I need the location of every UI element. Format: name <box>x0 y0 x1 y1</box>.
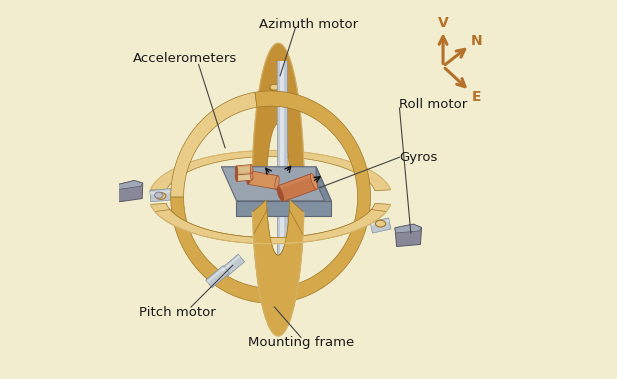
Polygon shape <box>151 204 391 244</box>
Text: Mounting frame: Mounting frame <box>248 337 354 349</box>
Text: N: N <box>471 34 482 47</box>
Polygon shape <box>222 255 241 271</box>
Ellipse shape <box>247 171 251 184</box>
Polygon shape <box>171 197 265 303</box>
Polygon shape <box>116 180 143 190</box>
Ellipse shape <box>155 193 166 199</box>
Polygon shape <box>278 174 317 202</box>
Polygon shape <box>316 167 331 216</box>
Ellipse shape <box>273 296 283 302</box>
Ellipse shape <box>251 164 253 174</box>
Polygon shape <box>207 267 225 283</box>
Polygon shape <box>222 167 331 201</box>
Polygon shape <box>248 171 278 189</box>
Polygon shape <box>116 180 143 202</box>
Polygon shape <box>370 218 391 233</box>
Polygon shape <box>236 171 251 174</box>
Polygon shape <box>395 224 421 233</box>
Polygon shape <box>236 171 252 182</box>
Polygon shape <box>205 266 230 288</box>
Polygon shape <box>254 210 303 336</box>
Polygon shape <box>252 200 304 336</box>
Polygon shape <box>278 174 312 189</box>
Polygon shape <box>395 224 421 246</box>
Ellipse shape <box>275 176 280 189</box>
Ellipse shape <box>310 174 318 190</box>
Polygon shape <box>370 220 389 226</box>
Text: V: V <box>437 16 449 30</box>
Ellipse shape <box>270 84 279 90</box>
Polygon shape <box>171 92 257 197</box>
Ellipse shape <box>375 220 386 227</box>
Polygon shape <box>236 201 331 216</box>
Polygon shape <box>250 172 278 179</box>
Polygon shape <box>255 91 370 303</box>
Polygon shape <box>221 254 244 276</box>
Text: Gyros: Gyros <box>399 151 438 164</box>
Polygon shape <box>155 210 386 244</box>
Ellipse shape <box>155 192 163 198</box>
Text: E: E <box>471 91 481 104</box>
Ellipse shape <box>235 166 238 175</box>
Ellipse shape <box>235 172 238 182</box>
Text: Azimuth motor: Azimuth motor <box>259 18 358 31</box>
Polygon shape <box>236 164 252 175</box>
Text: Roll motor: Roll motor <box>399 98 468 111</box>
Text: Accelerometers: Accelerometers <box>133 52 238 65</box>
Polygon shape <box>151 150 391 191</box>
Polygon shape <box>150 189 172 202</box>
Polygon shape <box>252 43 304 179</box>
Ellipse shape <box>251 171 253 180</box>
Polygon shape <box>150 190 171 194</box>
Ellipse shape <box>276 186 284 202</box>
Text: Pitch motor: Pitch motor <box>139 306 216 319</box>
Polygon shape <box>236 165 251 168</box>
